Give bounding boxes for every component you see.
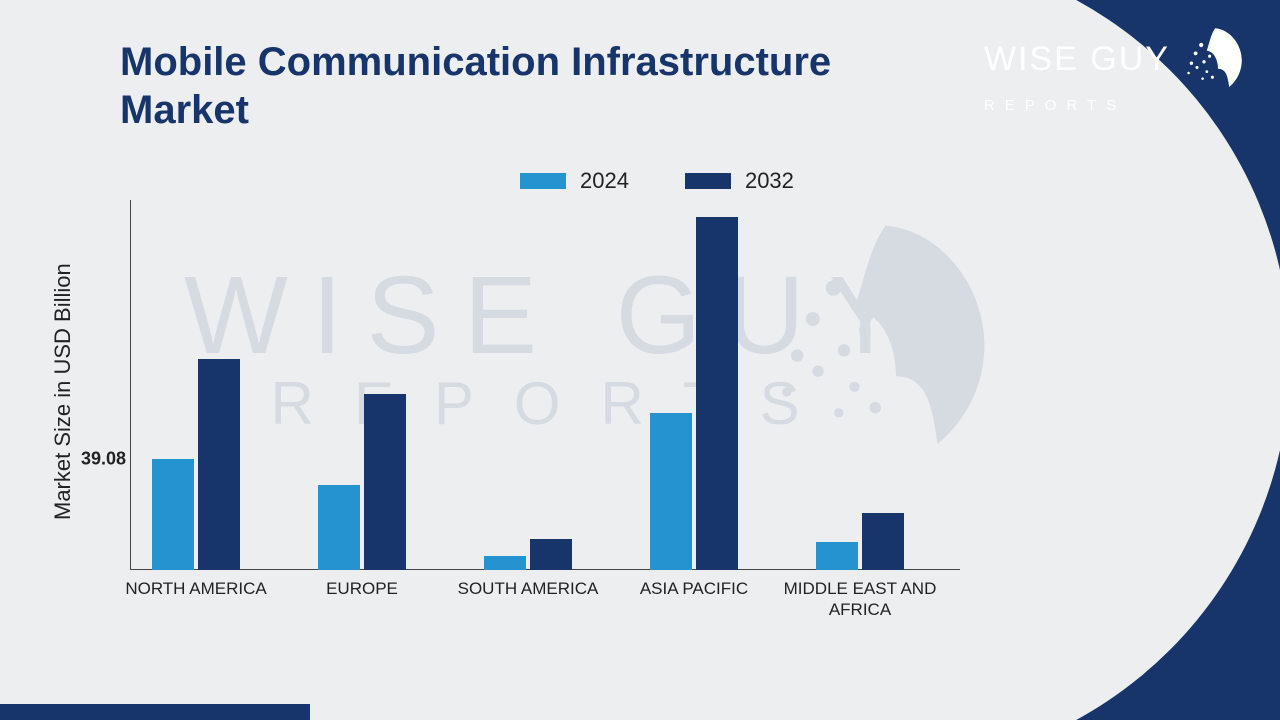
bar [862, 513, 904, 570]
category-label: ASIA PACIFIC [614, 570, 774, 599]
legend-swatch [685, 173, 731, 189]
bar [152, 459, 194, 570]
bar [696, 217, 738, 570]
bar [318, 485, 360, 570]
logo-head-icon [1176, 24, 1246, 94]
legend-item: 2032 [685, 168, 794, 194]
legend-label: 2032 [745, 168, 794, 194]
y-axis-label: Market Size in USD Billion [50, 263, 76, 520]
bar [198, 359, 240, 570]
chart-title: Mobile Communication Infrastructure Mark… [120, 38, 840, 134]
legend-label: 2024 [580, 168, 629, 194]
bar [816, 542, 858, 570]
category-label: SOUTH AMERICA [448, 570, 608, 599]
legend-item: 2024 [520, 168, 629, 194]
category-label: EUROPE [282, 570, 442, 599]
logo-line2: REPORTS [984, 98, 1246, 113]
chart-canvas: WISE GUY REPORTS WISE GUY REPORTS [0, 0, 1280, 720]
legend: 2024 2032 [520, 168, 794, 194]
brand-logo: WISE GUY REPORTS [984, 24, 1246, 113]
category-label: NORTH AMERICA [116, 570, 276, 599]
category-label: MIDDLE EAST AND AFRICA [780, 570, 940, 621]
legend-swatch [520, 173, 566, 189]
bar [364, 394, 406, 570]
bar [530, 539, 572, 570]
bar [484, 556, 526, 570]
logo-line1: WISE GUY [984, 42, 1170, 76]
y-axis-line [130, 200, 131, 570]
bar [650, 413, 692, 570]
bottom-accent-bar [0, 704, 310, 720]
y-tick-label: 39.08 [66, 448, 126, 469]
bar-chart: 39.08NORTH AMERICAEUROPESOUTH AMERICAASI… [130, 200, 960, 570]
